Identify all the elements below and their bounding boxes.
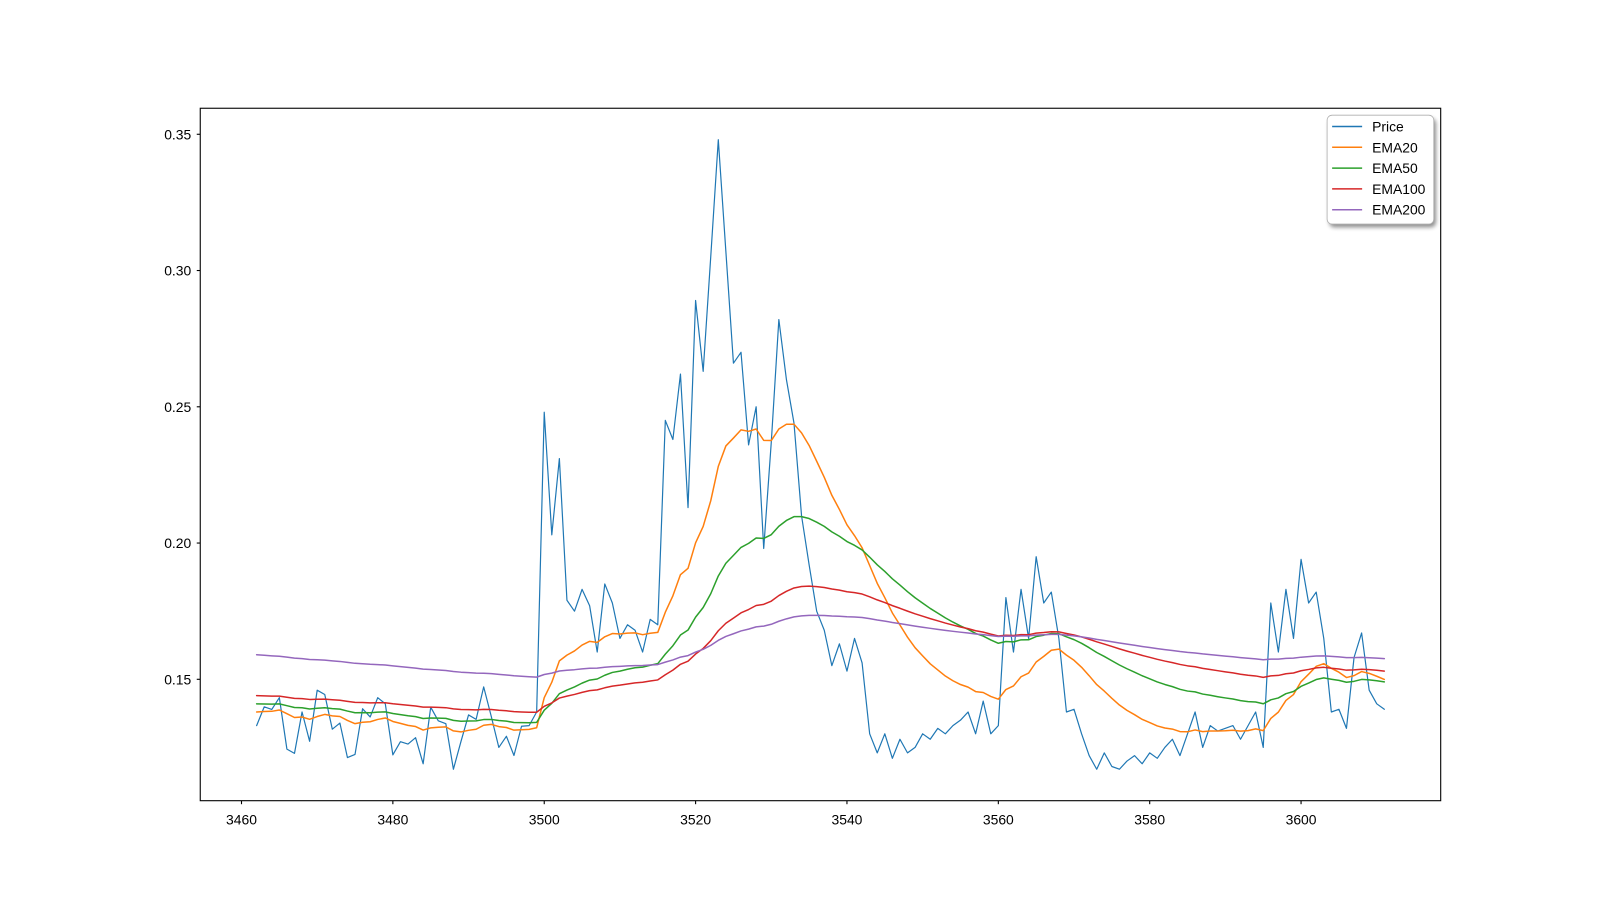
svg-text:3540: 3540 — [832, 812, 863, 828]
svg-text:3500: 3500 — [529, 812, 560, 828]
svg-text:0.20: 0.20 — [164, 535, 191, 551]
svg-text:3600: 3600 — [1286, 812, 1317, 828]
svg-text:3560: 3560 — [983, 812, 1014, 828]
svg-text:EMA20: EMA20 — [1372, 139, 1418, 155]
svg-text:3460: 3460 — [226, 812, 257, 828]
svg-text:EMA200: EMA200 — [1372, 202, 1426, 218]
svg-text:Price: Price — [1372, 119, 1404, 135]
svg-text:0.25: 0.25 — [164, 399, 191, 415]
svg-text:EMA50: EMA50 — [1372, 160, 1418, 176]
svg-text:3480: 3480 — [377, 812, 408, 828]
svg-text:0.30: 0.30 — [164, 263, 191, 279]
svg-text:EMA100: EMA100 — [1372, 181, 1426, 197]
svg-text:3580: 3580 — [1134, 812, 1165, 828]
svg-text:3520: 3520 — [680, 812, 711, 828]
svg-text:0.15: 0.15 — [164, 671, 191, 687]
svg-text:0.35: 0.35 — [164, 126, 191, 142]
